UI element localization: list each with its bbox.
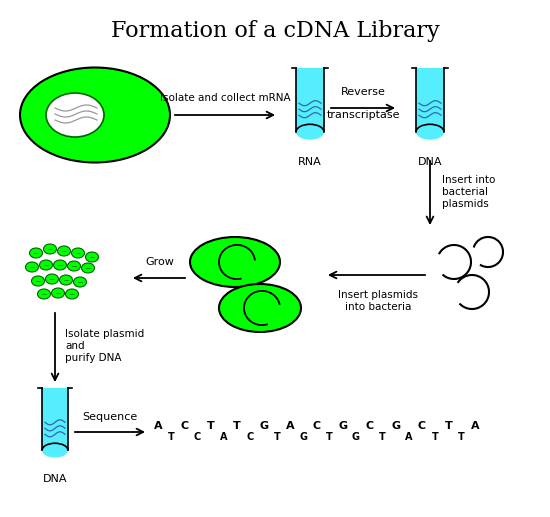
Ellipse shape — [46, 93, 104, 137]
Ellipse shape — [190, 237, 280, 287]
Text: Formation of a cDNA Library: Formation of a cDNA Library — [111, 20, 439, 42]
Text: T: T — [326, 432, 333, 442]
Ellipse shape — [58, 246, 70, 256]
Text: C: C — [247, 432, 254, 442]
Text: G: G — [352, 432, 360, 442]
Ellipse shape — [68, 261, 80, 271]
Text: T: T — [233, 421, 241, 431]
Ellipse shape — [74, 277, 86, 287]
Text: C: C — [180, 421, 189, 431]
Ellipse shape — [42, 443, 68, 458]
Text: Insert plasmids
into bacteria: Insert plasmids into bacteria — [338, 290, 418, 312]
Text: DNA: DNA — [418, 157, 442, 167]
Text: T: T — [444, 421, 452, 431]
Ellipse shape — [85, 252, 98, 262]
Text: T: T — [168, 432, 174, 442]
Ellipse shape — [59, 275, 73, 285]
Text: Sequence: Sequence — [82, 412, 138, 422]
Text: C: C — [365, 421, 373, 431]
Ellipse shape — [219, 284, 301, 332]
Text: C: C — [194, 432, 201, 442]
Ellipse shape — [72, 248, 85, 258]
Text: T: T — [432, 432, 438, 442]
Text: T: T — [458, 432, 465, 442]
Text: T: T — [207, 421, 215, 431]
Bar — [416, 68, 444, 132]
Ellipse shape — [65, 289, 79, 299]
Ellipse shape — [25, 262, 39, 272]
Text: C: C — [418, 421, 426, 431]
Text: T: T — [273, 432, 280, 442]
Ellipse shape — [30, 248, 42, 258]
Text: transcriptase: transcriptase — [326, 110, 400, 120]
Text: RNA: RNA — [298, 157, 322, 167]
Ellipse shape — [52, 288, 64, 298]
Ellipse shape — [416, 124, 444, 140]
Text: Grow: Grow — [146, 257, 174, 267]
Ellipse shape — [53, 260, 67, 270]
Text: Isolate plasmid
and
purify DNA: Isolate plasmid and purify DNA — [65, 329, 144, 363]
Text: G: G — [338, 421, 348, 431]
Text: A: A — [220, 432, 228, 442]
Text: Reverse: Reverse — [340, 87, 386, 97]
Ellipse shape — [296, 124, 324, 140]
Text: G: G — [299, 432, 307, 442]
Text: A: A — [470, 421, 479, 431]
Ellipse shape — [31, 276, 45, 286]
Text: A: A — [405, 432, 412, 442]
Ellipse shape — [43, 244, 57, 254]
Text: Insert into
bacterial
plasmids: Insert into bacterial plasmids — [442, 175, 496, 209]
Text: Isolate and collect mRNA: Isolate and collect mRNA — [160, 93, 290, 103]
Ellipse shape — [37, 289, 51, 299]
Text: T: T — [379, 432, 386, 442]
Text: A: A — [153, 421, 162, 431]
Text: G: G — [259, 421, 268, 431]
Text: A: A — [285, 421, 294, 431]
Ellipse shape — [20, 68, 170, 162]
Ellipse shape — [40, 260, 52, 270]
Bar — [296, 68, 324, 132]
Bar — [42, 388, 68, 450]
Ellipse shape — [46, 274, 58, 284]
Ellipse shape — [81, 263, 95, 273]
Text: DNA: DNA — [43, 474, 67, 484]
Text: G: G — [391, 421, 400, 431]
Text: C: C — [312, 421, 321, 431]
